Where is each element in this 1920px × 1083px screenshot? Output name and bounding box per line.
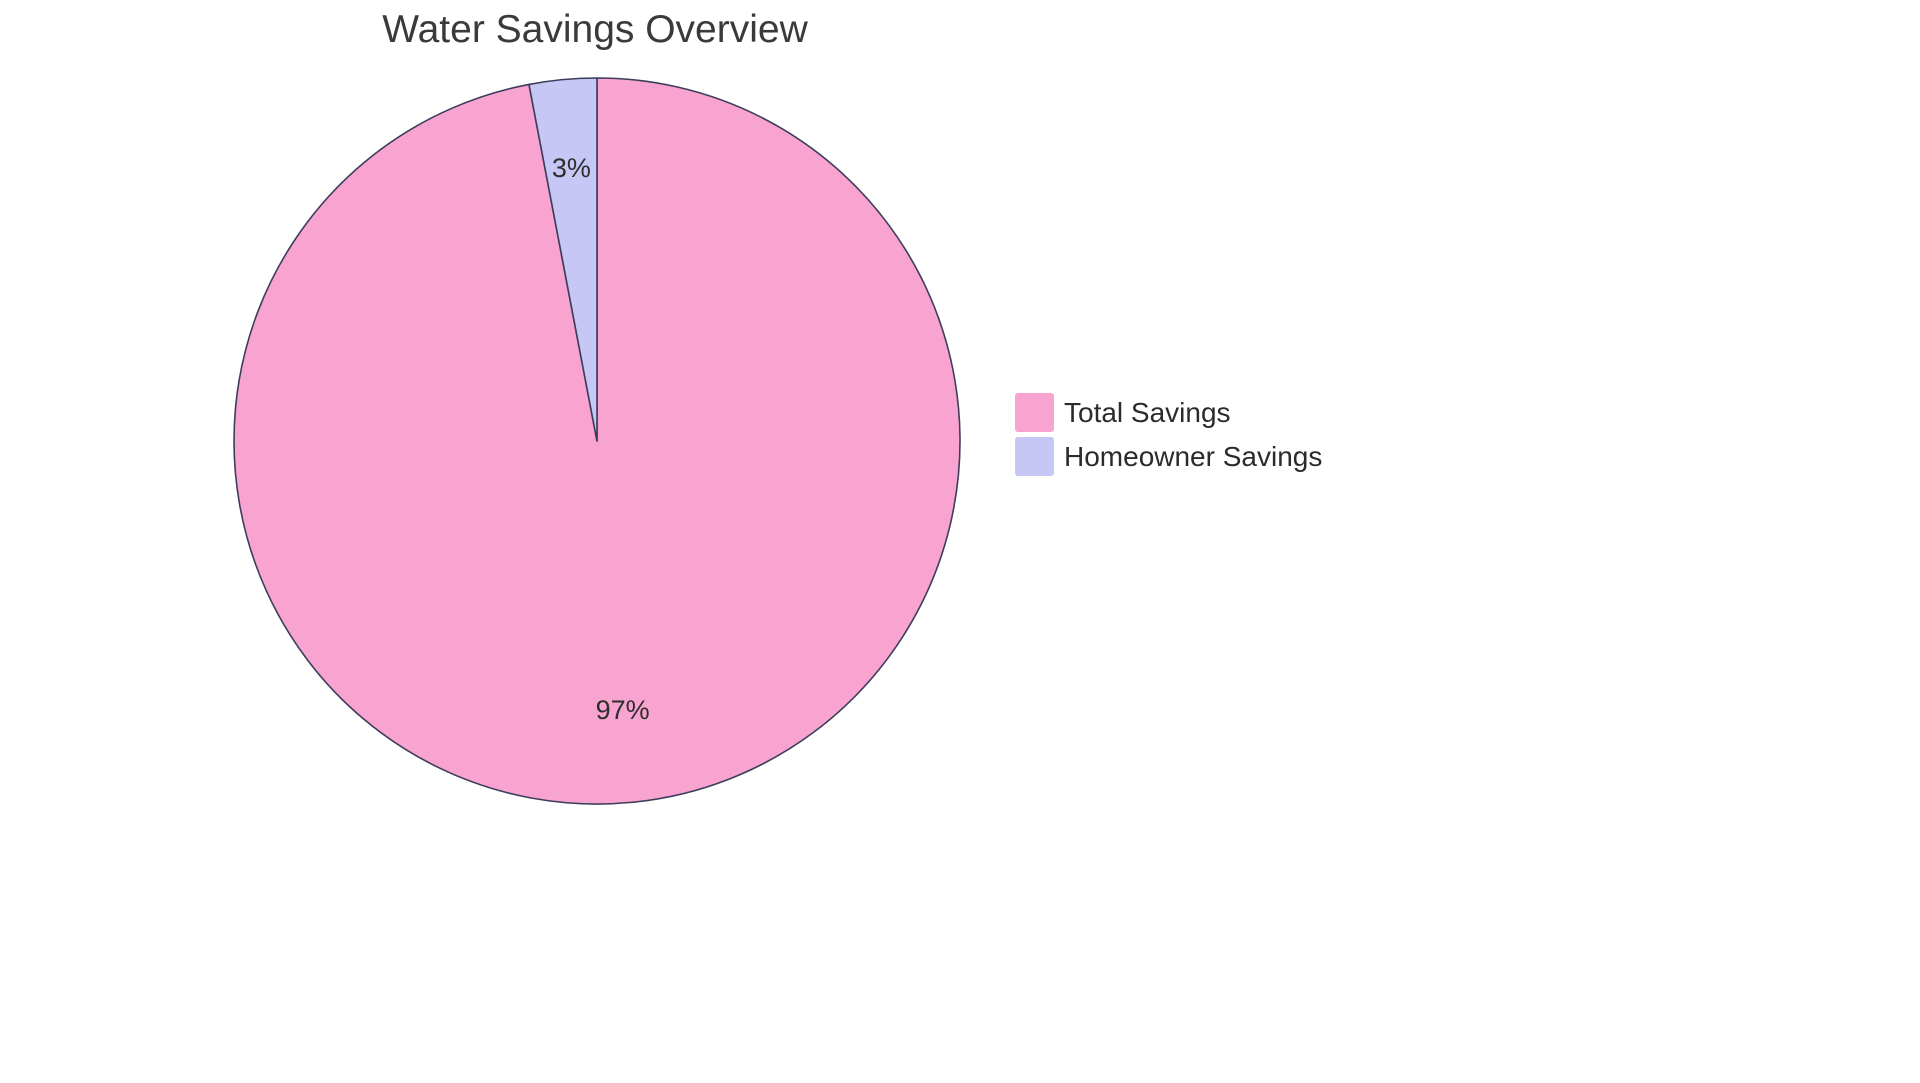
legend-label-homeowner-savings: Homeowner Savings: [1064, 440, 1323, 472]
pie-slice-percent-label: 3%: [552, 153, 591, 183]
legend-swatch-homeowner-savings: [1015, 437, 1054, 476]
legend-item-homeowner-savings[interactable]: Homeowner Savings: [1015, 437, 1322, 476]
legend-item-total-savings[interactable]: Total Savings: [1015, 393, 1322, 432]
legend-label-total-savings: Total Savings: [1064, 396, 1231, 428]
legend-swatch-total-savings: [1015, 393, 1054, 432]
pie-slice-percent-label: 97%: [596, 695, 650, 725]
chart-title: Water Savings Overview: [382, 8, 808, 51]
pie-slice-homeowner-savings[interactable]: [528, 77, 598, 442]
legend: Total Savings Homeowner Savings: [1015, 393, 1322, 476]
